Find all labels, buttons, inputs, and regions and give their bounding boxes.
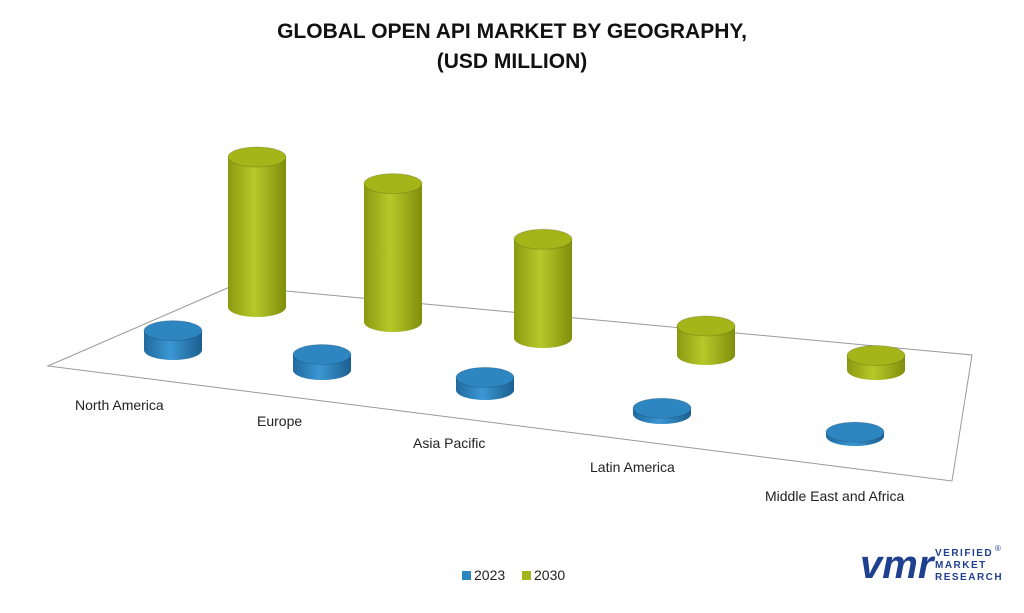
cylinder-top: [227, 146, 287, 168]
logo-text: MARKET: [935, 560, 987, 571]
logo: vmr VERIFIED MARKET RESEARCH ®: [860, 543, 1003, 587]
legend-swatch: [522, 571, 531, 580]
logo-text: VERIFIED: [935, 548, 993, 559]
x-tick-label: Middle East and Africa: [765, 488, 905, 504]
cylinder: [228, 157, 286, 317]
cylinder: [677, 325, 735, 365]
logo-registered: ®: [995, 544, 1001, 553]
cylinder: [514, 239, 572, 348]
cylinder-top: [846, 344, 906, 366]
cylinder-top: [825, 421, 885, 443]
cylinder: [364, 183, 422, 332]
x-tick-label: Latin America: [590, 459, 675, 475]
cylinder-top: [513, 228, 573, 250]
cylinder-top: [455, 366, 515, 388]
x-tick-label: North America: [75, 397, 164, 413]
logo-text: RESEARCH: [935, 572, 1003, 583]
legend-swatch: [462, 571, 471, 580]
logo-mark: vmr: [860, 543, 936, 587]
legend-label: 2023: [474, 567, 505, 583]
cylinder-top: [676, 315, 736, 337]
chart-title: GLOBAL OPEN API MARKET BY GEOGRAPHY,: [277, 20, 747, 43]
chart-subtitle: (USD MILLION): [437, 50, 587, 73]
cylinder-top: [143, 320, 203, 342]
x-tick-label: Asia Pacific: [413, 435, 485, 451]
legend-label: 2030: [534, 567, 565, 583]
cylinder-top: [632, 397, 692, 419]
x-tick-label: Europe: [257, 413, 302, 429]
bars: [143, 146, 906, 446]
cylinder-top: [363, 173, 423, 195]
cylinder-top: [292, 344, 352, 366]
